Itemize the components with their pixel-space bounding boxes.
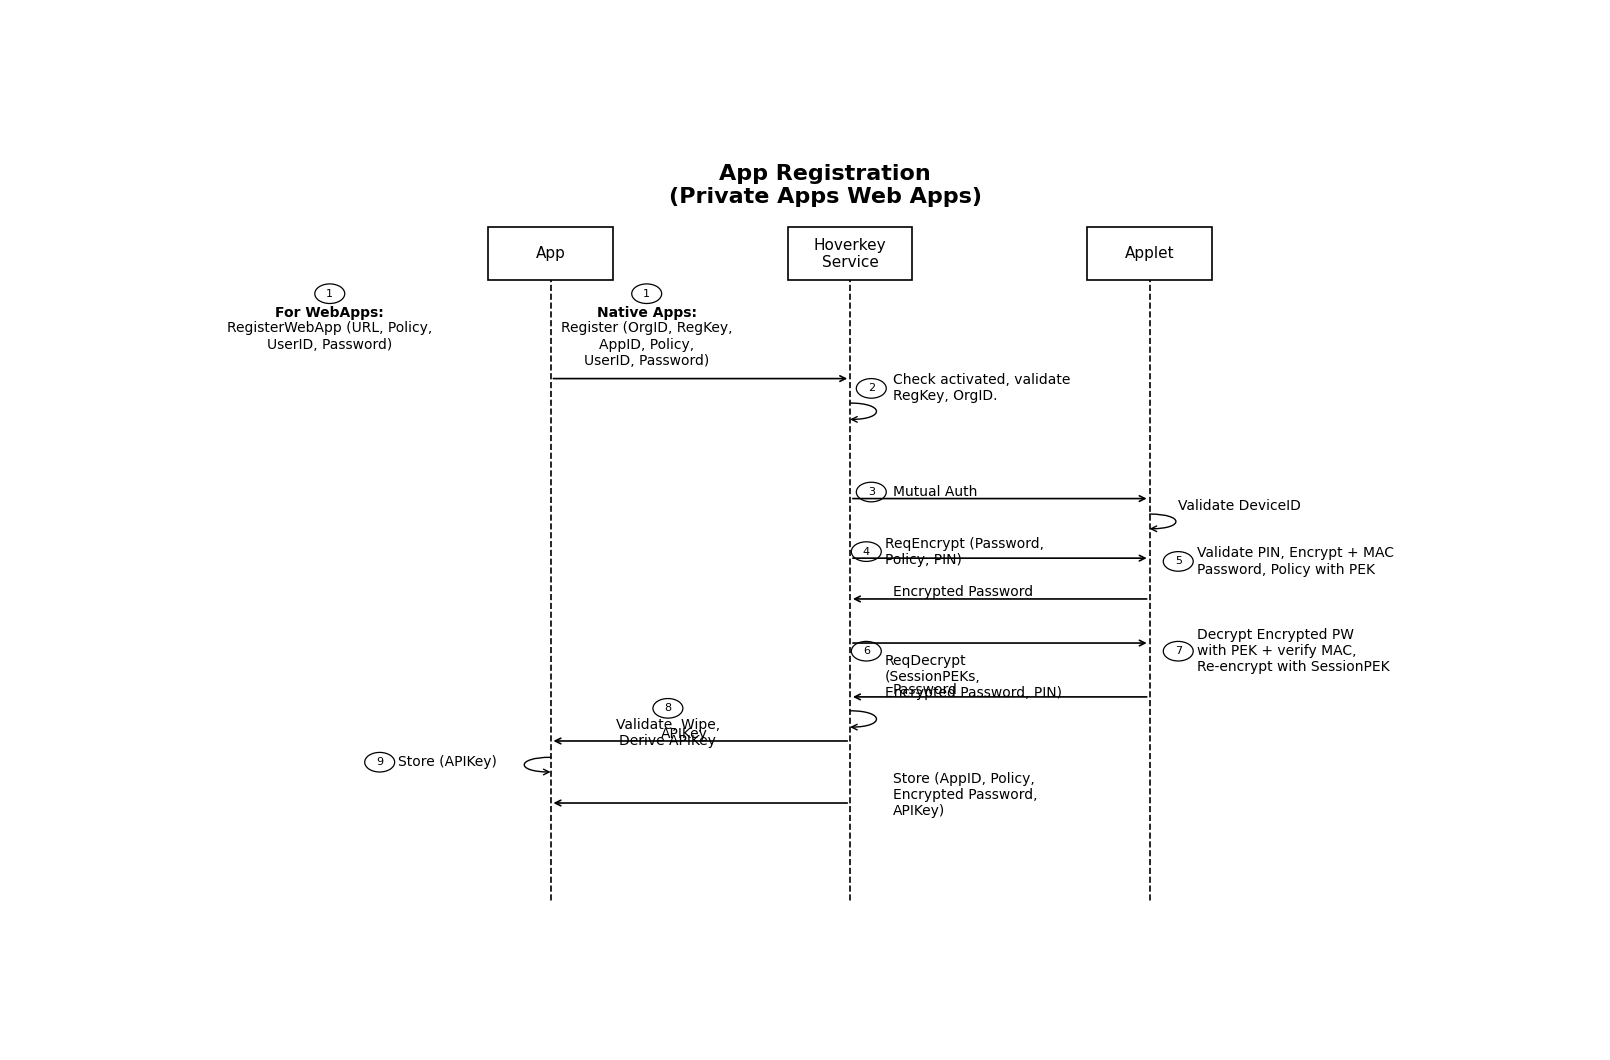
Text: Decrypt Encrypted PW
with PEK + verify MAC,
Re-encrypt with SessionPEK: Decrypt Encrypted PW with PEK + verify M… (1196, 628, 1389, 674)
Text: 2: 2 (868, 384, 874, 393)
Text: Hoverkey
Service: Hoverkey Service (813, 237, 887, 270)
Text: Store (AppID, Policy,
Encrypted Password,
APIKey): Store (AppID, Policy, Encrypted Password… (892, 772, 1037, 818)
Text: Native Apps:: Native Apps: (597, 306, 697, 320)
Text: For WebApps:: For WebApps: (275, 306, 385, 320)
Text: 7: 7 (1175, 647, 1182, 656)
Text: Mutual Auth: Mutual Auth (892, 485, 977, 499)
FancyBboxPatch shape (787, 227, 913, 280)
Text: App: App (536, 246, 565, 261)
Text: Password: Password (892, 684, 958, 697)
Text: 1: 1 (327, 288, 333, 299)
Text: ReqDecrypt
(SessionPEKs,
Encrypted Password, PIN): ReqDecrypt (SessionPEKs, Encrypted Passw… (886, 654, 1063, 700)
Text: 5: 5 (1175, 556, 1182, 566)
Text: Validate PIN, Encrypt + MAC
Password, Policy with PEK: Validate PIN, Encrypt + MAC Password, Po… (1196, 546, 1394, 577)
Text: 9: 9 (377, 757, 383, 767)
FancyArrowPatch shape (850, 711, 876, 730)
Text: Register (OrgID, RegKey,
AppID, Policy,
UserID, Password): Register (OrgID, RegKey, AppID, Policy, … (560, 321, 733, 368)
Text: 8: 8 (665, 704, 671, 713)
Text: App Registration
(Private Apps Web Apps): App Registration (Private Apps Web Apps) (668, 164, 982, 207)
Text: Check activated, validate
RegKey, OrgID.: Check activated, validate RegKey, OrgID. (892, 373, 1071, 404)
Text: 6: 6 (863, 647, 869, 656)
Text: 3: 3 (868, 487, 874, 497)
Text: Validate, Wipe,
Derive APIKey: Validate, Wipe, Derive APIKey (617, 718, 720, 748)
FancyArrowPatch shape (1150, 514, 1175, 531)
Text: RegisterWebApp (URL, Policy,
UserID, Password): RegisterWebApp (URL, Policy, UserID, Pas… (227, 321, 433, 352)
Text: Applet: Applet (1125, 246, 1174, 261)
Text: APIKey: APIKey (660, 727, 707, 741)
FancyArrowPatch shape (525, 757, 551, 775)
Text: 1: 1 (644, 288, 650, 299)
Text: Validate DeviceID: Validate DeviceID (1179, 499, 1301, 513)
FancyBboxPatch shape (1087, 227, 1212, 280)
Text: 4: 4 (863, 547, 869, 556)
Text: Store (APIKey): Store (APIKey) (398, 755, 497, 770)
FancyBboxPatch shape (488, 227, 613, 280)
Text: Encrypted Password: Encrypted Password (892, 585, 1032, 600)
Text: ReqEncrypt (Password,
Policy, PIN): ReqEncrypt (Password, Policy, PIN) (886, 536, 1043, 567)
FancyArrowPatch shape (850, 403, 876, 422)
